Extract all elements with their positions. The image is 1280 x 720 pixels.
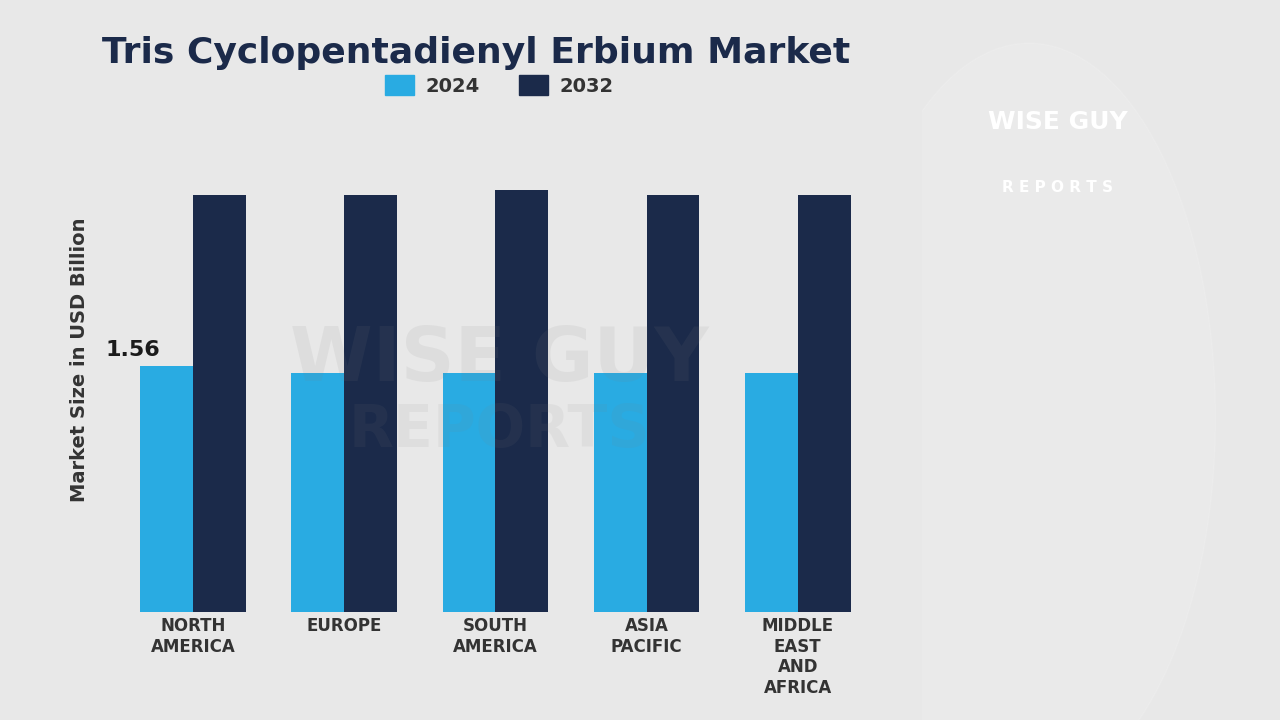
Y-axis label: Market Size in USD Billion: Market Size in USD Billion bbox=[69, 217, 88, 503]
Bar bbox=[344, 194, 397, 612]
Bar bbox=[594, 373, 646, 612]
Text: Tris Cyclopentadienyl Erbium Market: Tris Cyclopentadienyl Erbium Market bbox=[102, 36, 851, 70]
Text: R E P O R T S: R E P O R T S bbox=[1002, 180, 1114, 194]
Text: WISE GUY: WISE GUY bbox=[988, 110, 1128, 135]
Legend: 2024, 2032: 2024, 2032 bbox=[376, 68, 622, 104]
Bar bbox=[745, 373, 797, 612]
Bar bbox=[495, 190, 548, 612]
Text: 1.56: 1.56 bbox=[106, 340, 160, 360]
Circle shape bbox=[842, 43, 1216, 720]
Bar bbox=[141, 366, 193, 612]
Bar bbox=[797, 194, 851, 612]
Text: WISE GUY: WISE GUY bbox=[289, 323, 709, 397]
Bar bbox=[646, 194, 699, 612]
Text: REPORTS: REPORTS bbox=[348, 402, 650, 459]
Bar bbox=[292, 373, 344, 612]
Bar bbox=[193, 194, 246, 612]
Bar bbox=[443, 373, 495, 612]
